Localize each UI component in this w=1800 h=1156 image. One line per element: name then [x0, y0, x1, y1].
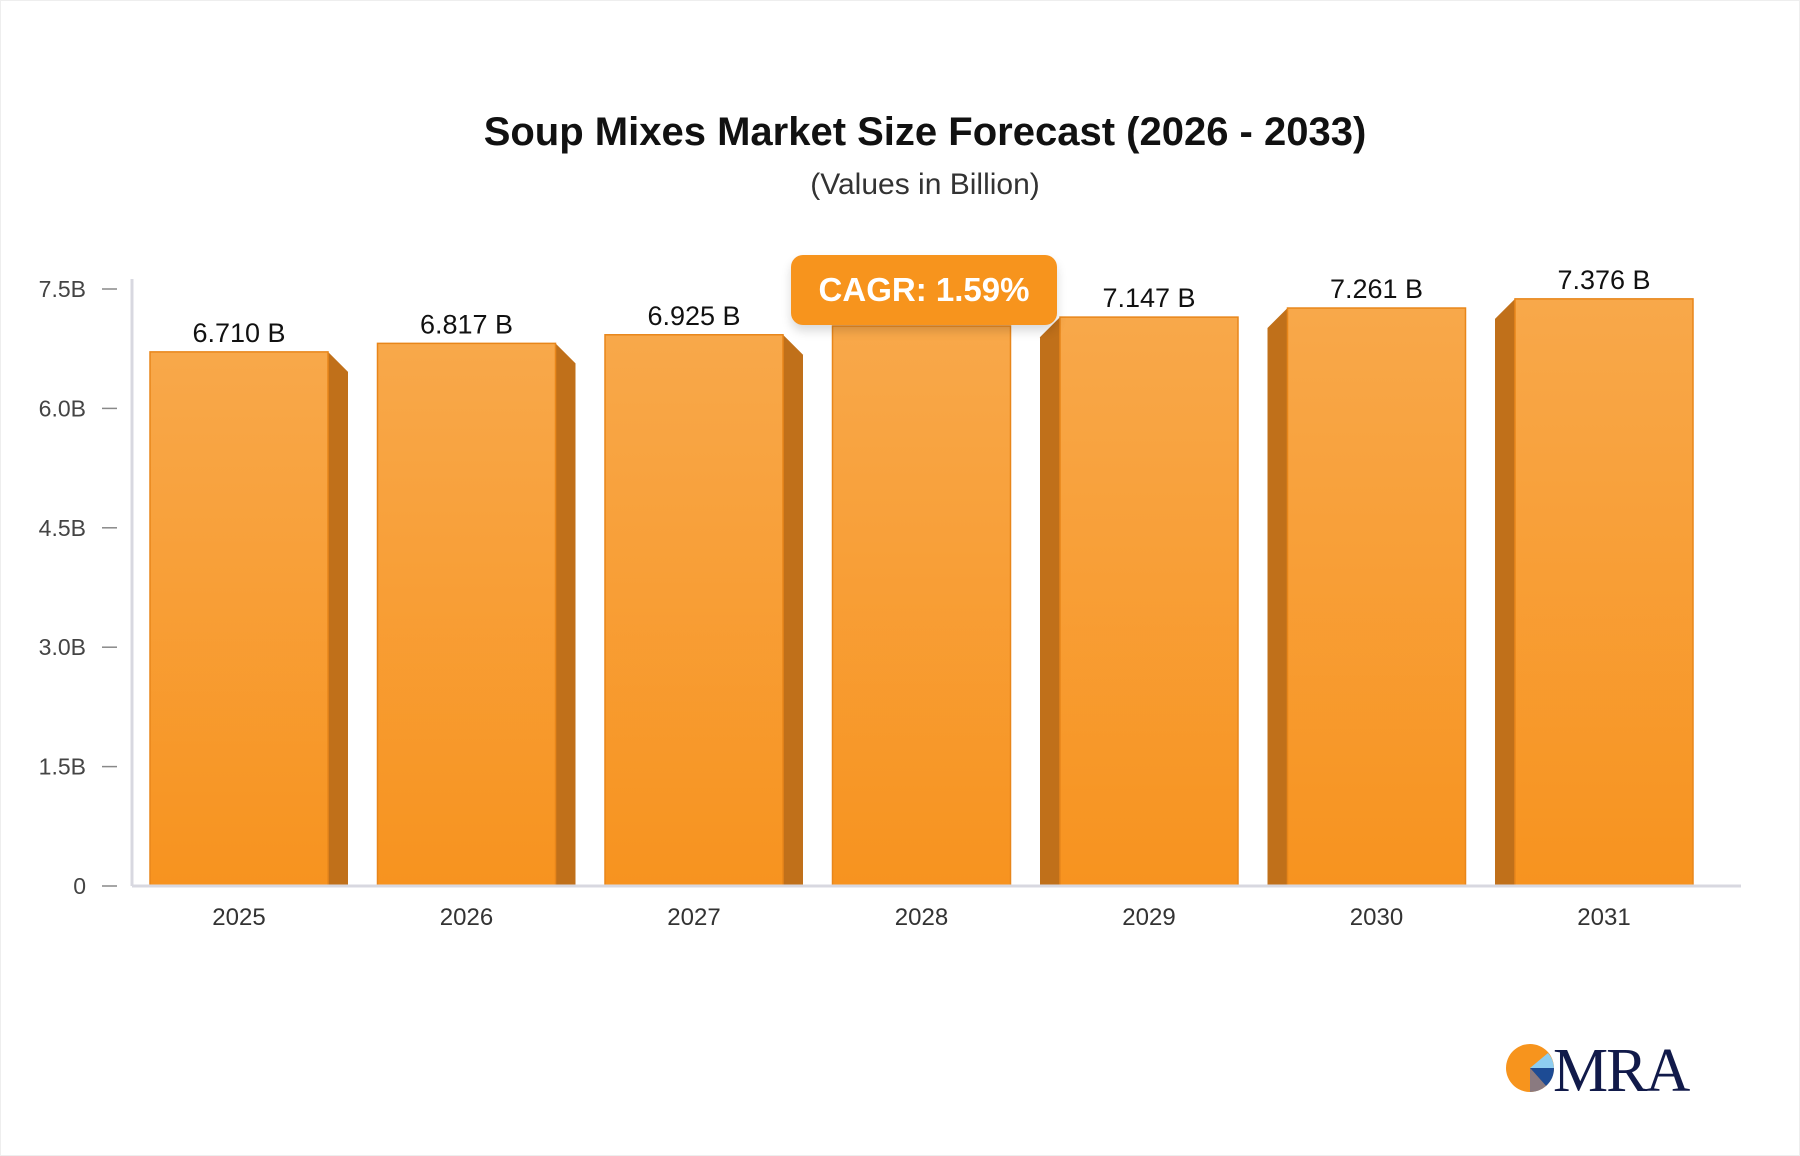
x-tick-label: 2029 — [1122, 904, 1175, 931]
x-tick-label: 2030 — [1350, 904, 1403, 931]
bar-side — [328, 351, 348, 886]
data-label: 7.376 B — [1557, 265, 1650, 295]
x-tick-label: 2027 — [667, 904, 720, 931]
pie-logo-icon — [1506, 1044, 1555, 1093]
cagr-badge: CAGR: 1.59% — [791, 255, 1057, 325]
y-tick-label: 4.5B — [39, 515, 86, 541]
x-tick-label: 2025 — [212, 904, 265, 931]
y-tick-label: 1.5B — [39, 754, 86, 780]
bar — [376, 342, 557, 887]
bar — [1059, 316, 1239, 887]
data-label: 6.710 B — [192, 318, 285, 348]
bar-side — [1495, 298, 1515, 887]
data-label: 6.817 B — [420, 309, 513, 339]
logo-text: MRA — [1553, 1037, 1690, 1105]
y-tick-label: 3.0B — [39, 634, 86, 660]
data-label: 7.147 B — [1102, 283, 1195, 313]
bar-side — [1040, 317, 1060, 887]
y-tick-label: 6.0B — [39, 395, 86, 421]
bar-side — [555, 343, 576, 886]
x-tick-label: 2028 — [895, 904, 948, 931]
y-tick-label: 0 — [73, 873, 86, 899]
bar-side — [783, 334, 803, 886]
bar-side — [1267, 308, 1288, 886]
bar — [1286, 307, 1467, 887]
chart-subtitle: (Values in Billion) — [810, 168, 1040, 201]
y-tick-label: 7.5B — [39, 276, 86, 302]
bar — [604, 334, 784, 887]
mra-logo: MRA — [1505, 1037, 1695, 1105]
bar — [831, 325, 1012, 887]
bar — [149, 351, 329, 887]
data-label: 6.925 B — [647, 301, 740, 331]
x-tick-label: 2026 — [440, 904, 493, 931]
x-tick-label: 2031 — [1577, 904, 1630, 931]
chart-title: Soup Mixes Market Size Forecast (2026 - … — [483, 110, 1367, 154]
data-label: 7.261 B — [1330, 274, 1423, 304]
bar — [1514, 298, 1694, 887]
